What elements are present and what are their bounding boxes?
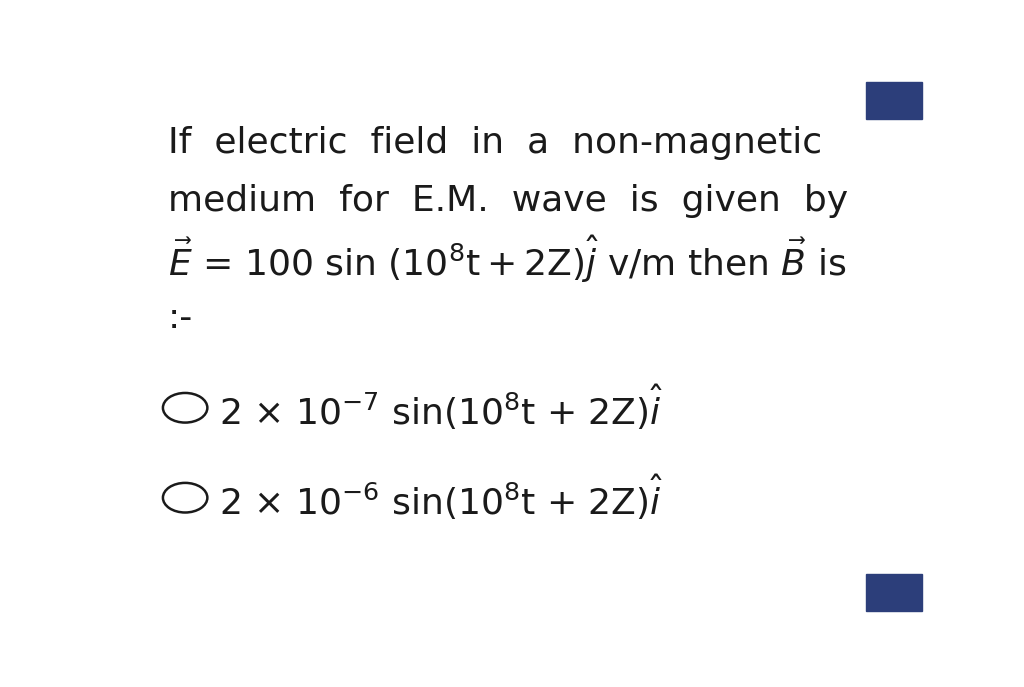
- Text: 2 $\times$ 10$^{-6}$ sin(10$^8$t + 2Z)$\hat{i}$: 2 $\times$ 10$^{-6}$ sin(10$^8$t + 2Z)$\…: [219, 473, 664, 522]
- Text: :-: :-: [168, 301, 193, 335]
- Text: 2 $\times$ 10$^{-7}$ sin(10$^8$t + 2Z)$\hat{i}$: 2 $\times$ 10$^{-7}$ sin(10$^8$t + 2Z)$\…: [219, 383, 664, 432]
- Text: medium  for  E.M.  wave  is  given  by: medium for E.M. wave is given by: [168, 185, 848, 218]
- Text: $\vec{E}$ = 100 sin $\left(10^8\mathrm{t}+2\mathrm{Z}\right)\hat{j}$ v/m then $\: $\vec{E}$ = 100 sin $\left(10^8\mathrm{t…: [168, 234, 846, 285]
- FancyBboxPatch shape: [866, 574, 922, 611]
- Text: If  electric  field  in  a  non-magnetic: If electric field in a non-magnetic: [168, 126, 822, 160]
- FancyBboxPatch shape: [866, 82, 922, 120]
